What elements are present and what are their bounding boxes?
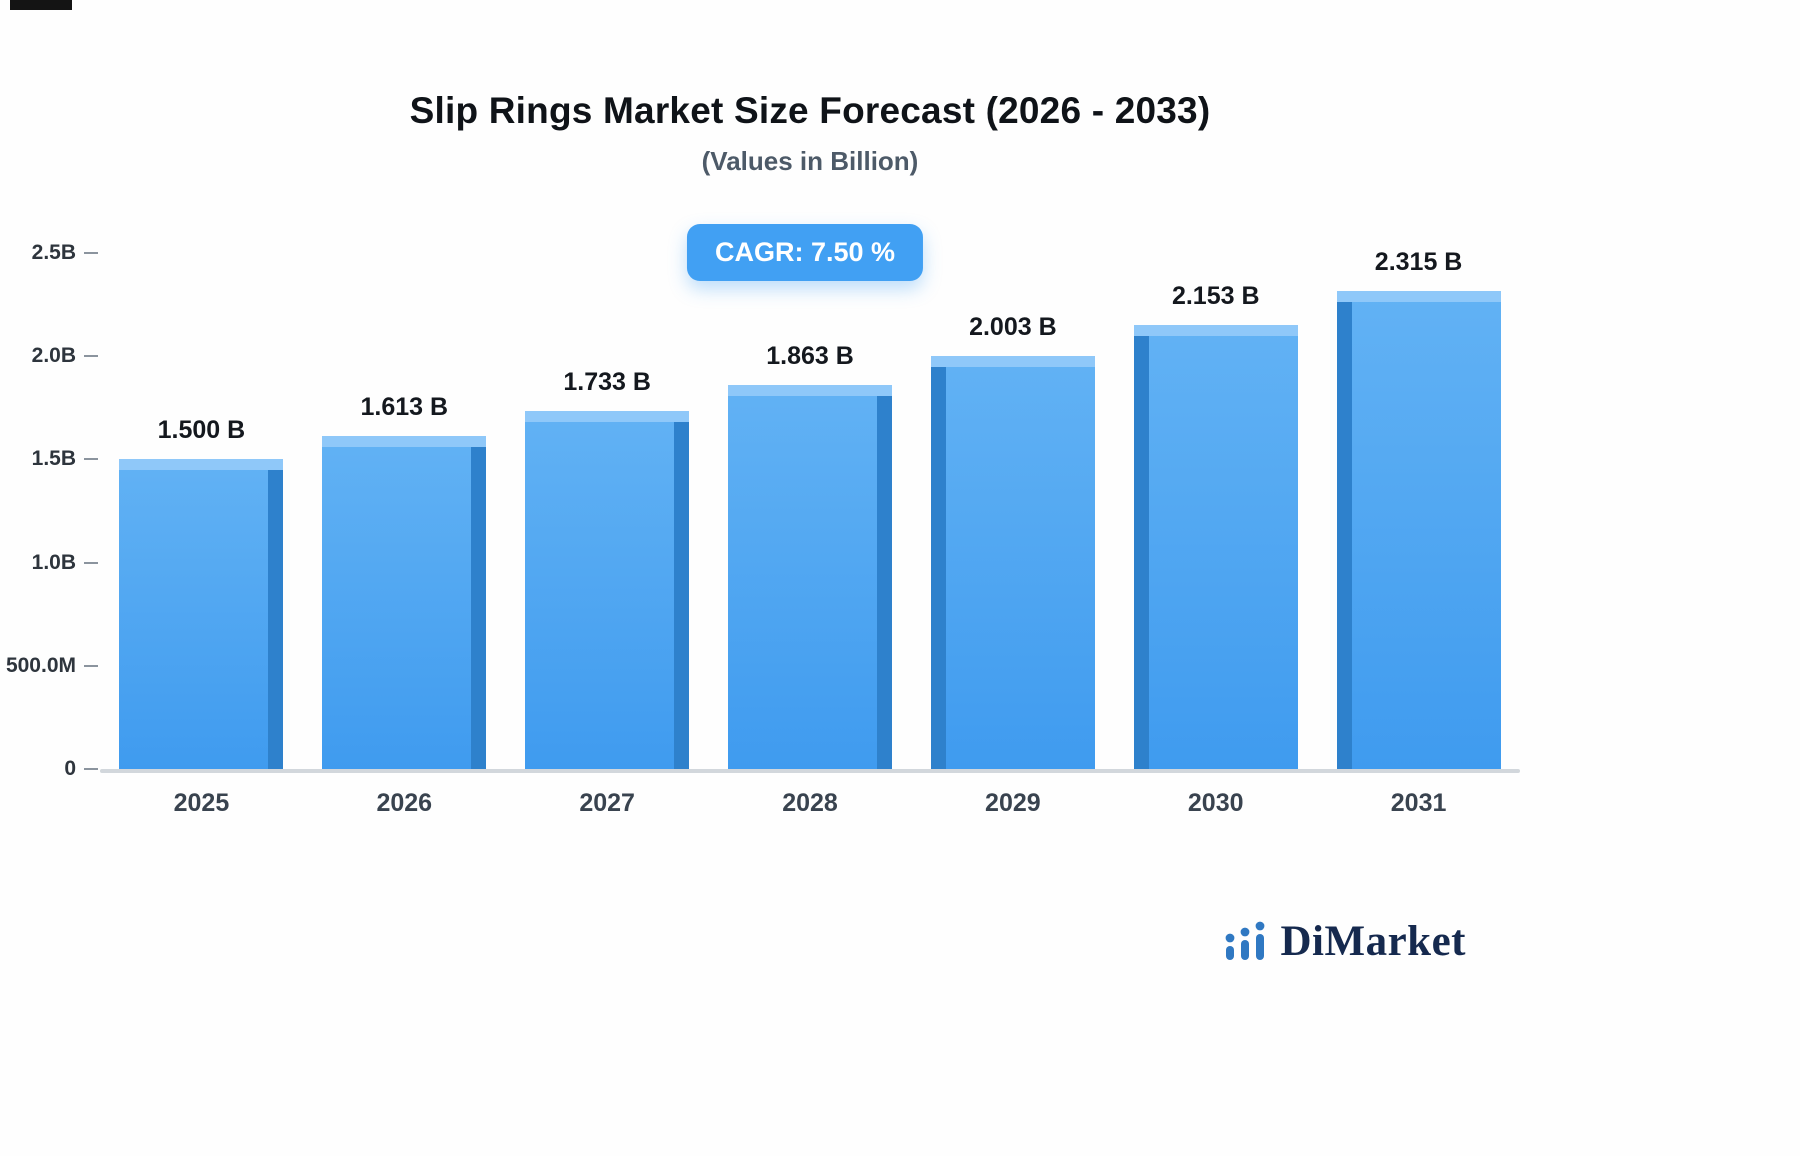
bar-2027[interactable]: 1.733 B bbox=[525, 368, 690, 769]
bar-value-label: 1.500 B bbox=[157, 416, 246, 445]
brand-name: DiMarket bbox=[1280, 918, 1466, 965]
y-tick-label: 0 bbox=[64, 757, 76, 780]
x-axis-label: 2026 bbox=[376, 789, 433, 817]
y-tick-label: 1.5B bbox=[31, 447, 76, 471]
bar-side-face bbox=[877, 394, 892, 769]
bar-slot: 2.153 B bbox=[1114, 282, 1317, 769]
bar-side-face bbox=[1336, 301, 1352, 769]
x-axis-label: 2030 bbox=[1187, 789, 1244, 817]
bar-value-label: 2.153 B bbox=[1171, 281, 1260, 310]
bar-face bbox=[322, 436, 487, 769]
bar-side-face bbox=[471, 446, 487, 769]
bar-face bbox=[1133, 324, 1298, 769]
y-tick-mark bbox=[84, 252, 98, 254]
y-tick-label: 2.0B bbox=[31, 344, 76, 368]
bar-2030[interactable]: 2.153 B bbox=[1133, 282, 1298, 769]
bar-face bbox=[119, 459, 284, 769]
y-tick-label: 500.0M bbox=[5, 653, 76, 677]
bar-face bbox=[525, 411, 690, 769]
bar-face bbox=[1336, 291, 1501, 769]
y-tick-mark bbox=[84, 561, 98, 564]
bar-side-face bbox=[1133, 334, 1149, 769]
bars: 1.500 B 1.613 B 1.733 B 1.863 B 2.003 B 2.153… bbox=[100, 248, 1520, 769]
bar-top-face bbox=[119, 459, 284, 471]
bar-top-face bbox=[322, 436, 487, 448]
y-tick-mark bbox=[84, 458, 98, 461]
bar-slot: 2.315 B bbox=[1317, 248, 1520, 769]
bar-face bbox=[728, 384, 892, 769]
bar-value-label: 1.733 B bbox=[563, 368, 651, 397]
bar-top-face bbox=[525, 411, 690, 423]
brand-logo: DiMarket bbox=[1221, 917, 1467, 966]
bar-2028[interactable]: 1.863 B bbox=[728, 342, 892, 769]
y-tick-mark bbox=[84, 664, 98, 667]
bar-slot: 1.863 B bbox=[709, 342, 912, 769]
x-axis-label: 2027 bbox=[579, 789, 635, 817]
bar-2031[interactable]: 2.315 B bbox=[1336, 248, 1501, 769]
bar-value-label: 2.315 B bbox=[1374, 248, 1463, 277]
x-axis-label: 2028 bbox=[782, 789, 838, 817]
y-tick-label: 2.5B bbox=[31, 241, 76, 264]
bar-value-label: 2.003 B bbox=[969, 312, 1057, 341]
bar-side-face bbox=[674, 421, 690, 769]
bar-slot: 1.613 B bbox=[303, 393, 506, 769]
bar-value-label: 1.863 B bbox=[766, 341, 854, 370]
x-axis-label: 2029 bbox=[985, 789, 1041, 817]
y-tick-mark bbox=[84, 355, 98, 358]
bar-2025[interactable]: 1.500 B bbox=[119, 416, 284, 769]
chart-subtitle: (Values in Billion) bbox=[701, 146, 919, 176]
x-axis-label: 2031 bbox=[1390, 789, 1447, 817]
bar-2029[interactable]: 2.003 B bbox=[930, 313, 1095, 769]
chart-title: Slip Rings Market Size Forecast (2026 - … bbox=[409, 90, 1211, 131]
x-axis-labels: 2025 2026 2027 2028 2029 2030 2031 bbox=[100, 789, 1520, 818]
bar-side-face bbox=[930, 365, 946, 769]
top-left-artifact bbox=[10, 0, 72, 10]
x-axis-label: 2025 bbox=[173, 789, 230, 817]
bar-face bbox=[930, 355, 1095, 769]
plot-area: 2.5B 2.0B 1.5B 1.0B 500.0M 0 1.500 B 1.613 B 1.… bbox=[6, 241, 1520, 780]
bar-top-face bbox=[1133, 324, 1298, 336]
bar-top-face bbox=[930, 355, 1095, 367]
bar-slot: 1.733 B bbox=[506, 368, 709, 769]
bar-slot: 2.003 B bbox=[911, 313, 1114, 769]
bar-value-label: 1.613 B bbox=[360, 393, 449, 422]
bar-side-face bbox=[268, 469, 284, 769]
x-axis-line bbox=[100, 769, 1520, 773]
bar-top-face bbox=[1336, 291, 1501, 303]
bar-slot: 1.500 B bbox=[100, 416, 303, 769]
bar-chart-icon bbox=[1225, 921, 1264, 960]
cagr-badge: CAGR: 7.50 % bbox=[686, 224, 924, 281]
bar-2026[interactable]: 1.613 B bbox=[322, 393, 487, 769]
y-tick-mark bbox=[84, 768, 98, 770]
y-tick-label: 1.0B bbox=[31, 550, 76, 574]
bar-top-face bbox=[728, 384, 892, 396]
